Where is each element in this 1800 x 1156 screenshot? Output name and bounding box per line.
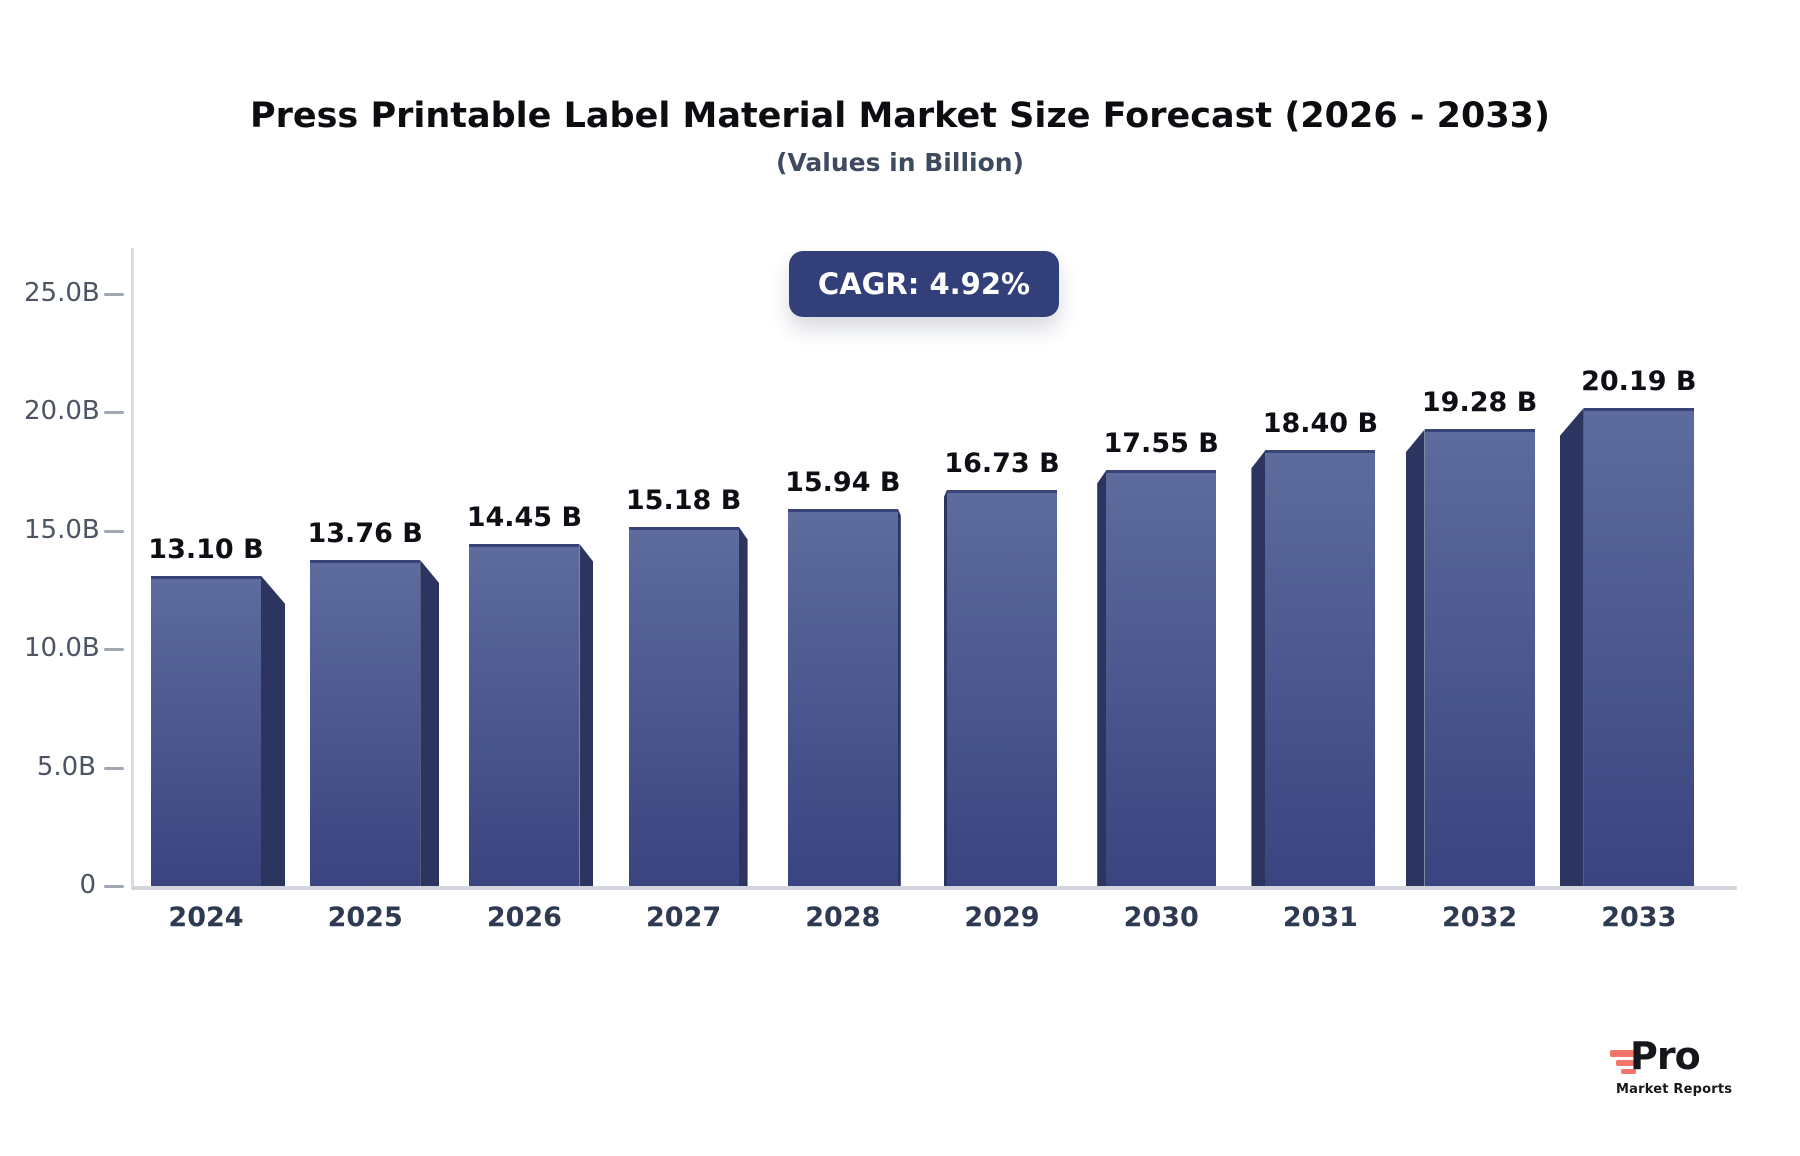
y-axis-tick-label: 20.0B <box>24 396 100 427</box>
x-axis-label-2026: 2026 <box>486 902 562 933</box>
y-axis-tick-mark <box>104 293 124 296</box>
bar-side-2032 <box>1405 429 1425 886</box>
x-axis-baseline <box>131 886 1737 890</box>
y-axis-tick-mark <box>104 529 124 533</box>
chart-subtitle: (Values in Billion) <box>776 148 1024 177</box>
x-axis-label-2027: 2027 <box>646 902 722 933</box>
bar-value-label-2030: 17.55 B <box>1103 428 1219 460</box>
logo-stripe-icon <box>1610 1050 1636 1057</box>
bar-2026 <box>469 543 580 886</box>
bar-side-2025 <box>420 560 440 886</box>
y-axis-tick-label: 15.0B <box>24 514 100 545</box>
bar-side-2028 <box>897 508 901 886</box>
y-axis-tick-mark <box>104 766 124 770</box>
bar-2032 <box>1424 429 1535 886</box>
y-axis-tick-label: 5.0B <box>36 751 96 782</box>
y-axis-tick-mark <box>104 411 124 415</box>
x-axis-label-2030: 2030 <box>1123 902 1199 933</box>
bar-2030 <box>1106 470 1217 886</box>
y-axis-tick-mark <box>104 885 124 888</box>
pro-market-reports-logo: Pro Market Reports <box>1604 1034 1774 1110</box>
bar-2028 <box>787 508 898 886</box>
y-axis-tick-label: 0 <box>79 870 96 900</box>
bar-2029 <box>947 489 1057 886</box>
y-axis-tick-mark <box>104 648 124 652</box>
y-axis-tick-label: 25.0B <box>24 278 100 308</box>
x-axis-label-2032: 2032 <box>1442 902 1518 933</box>
x-axis-label-2031: 2031 <box>1282 902 1358 933</box>
bar-value-label-2024: 13.10 B <box>148 533 264 565</box>
x-axis-label-2028: 2028 <box>805 902 881 933</box>
bar-2031 <box>1265 450 1376 886</box>
x-axis-label-2025: 2025 <box>327 902 403 933</box>
logo-subtext: Market Reports <box>1616 1082 1733 1097</box>
bar-2024 <box>151 575 261 886</box>
bar-2027 <box>628 526 739 886</box>
bar-value-label-2029: 16.73 B <box>944 447 1060 479</box>
bar-2033 <box>1583 407 1694 886</box>
bar-value-label-2025: 13.76 B <box>307 518 423 550</box>
bar-value-label-2027: 15.18 B <box>625 484 742 516</box>
logo-stripe-icon <box>1621 1069 1636 1074</box>
chart-title: Press Printable Label Material Market Si… <box>249 96 1551 136</box>
x-axis-label-2024: 2024 <box>168 902 244 933</box>
bar-side-2024 <box>261 575 285 886</box>
bar-side-2033 <box>1559 407 1584 886</box>
y-axis-line <box>131 248 134 886</box>
bar-value-label-2026: 14.45 B <box>466 501 583 533</box>
bar-value-label-2032: 19.28 B <box>1421 387 1538 419</box>
bar-2025 <box>310 560 421 886</box>
bar-side-2031 <box>1251 450 1266 886</box>
cagr-badge: CAGR: 4.92% <box>789 251 1059 317</box>
bar-value-label-2031: 18.40 B <box>1262 408 1379 440</box>
logo-stripe-icon <box>1616 1060 1636 1066</box>
y-axis-tick-label: 10.0B <box>24 633 100 664</box>
bar-side-2027 <box>738 526 748 886</box>
bar-side-2026 <box>579 543 594 886</box>
x-axis-label-2029: 2029 <box>964 902 1040 933</box>
logo-name: Pro <box>1630 1034 1701 1078</box>
bar-value-label-2028: 15.94 B <box>785 466 901 498</box>
bar-value-label-2033: 20.19 B <box>1581 365 1697 397</box>
bar-side-2029 <box>944 489 947 886</box>
bar-side-2030 <box>1097 470 1107 886</box>
x-axis-label-2033: 2033 <box>1601 902 1677 933</box>
